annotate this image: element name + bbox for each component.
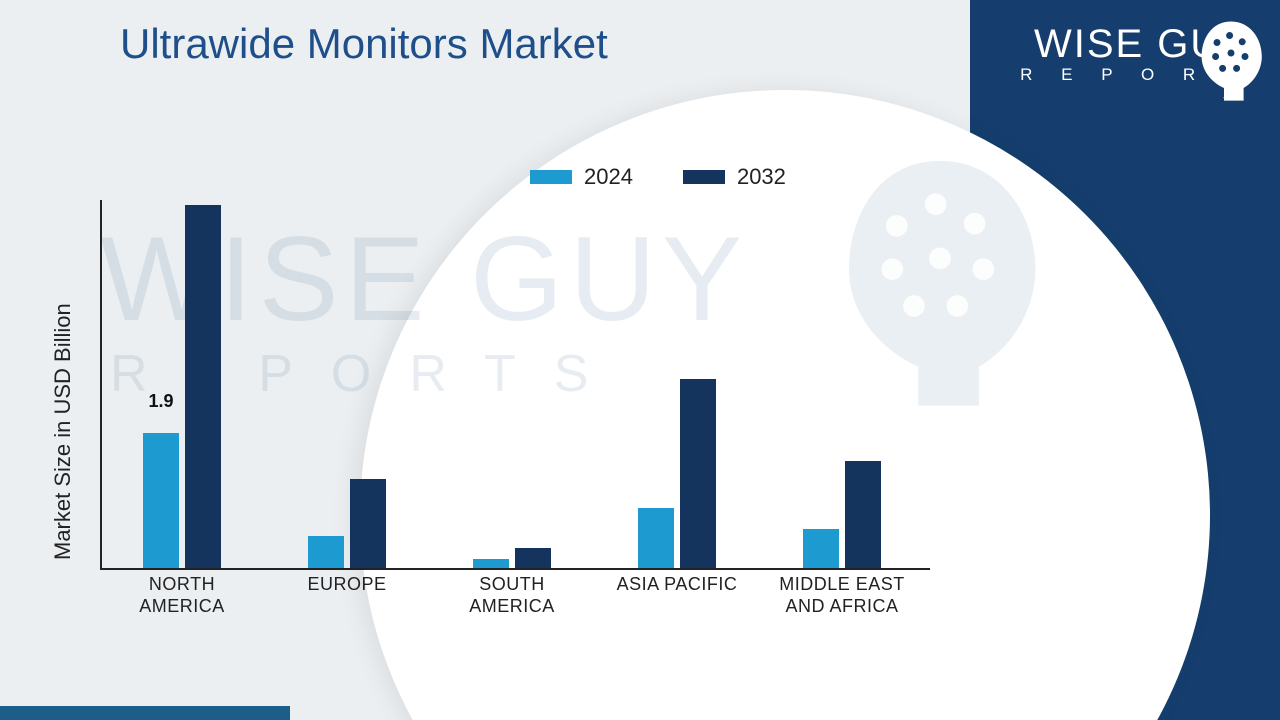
legend-swatch-2024 [530,170,572,184]
bar-value-2024-na: 1.9 [148,391,173,412]
bar-2032-sa [515,548,551,568]
bar-2032-na [185,205,221,568]
bar-2024-na [143,433,179,568]
bar-2032-mea [845,461,881,568]
bar-2024-mea [803,529,839,568]
bar-2024-eu [308,536,344,568]
legend: 2024 2032 [530,164,786,190]
legend-item-2032: 2032 [683,164,786,190]
bar-2032-apac [680,379,716,568]
category-label-apac: ASIA PACIFIC [607,568,747,596]
stage: WISE GUY REPORTS Ultrawide Monitors Mark… [0,0,1280,720]
category-label-mea: MIDDLE EAST AND AFRICA [772,568,912,617]
brand-head-icon [1196,18,1266,102]
legend-label-2032: 2032 [737,164,786,190]
footer-accent-bar [0,706,290,720]
chart-title: Ultrawide Monitors Market [120,20,608,68]
y-axis-label: Market Size in USD Billion [50,303,76,560]
content-area: WISE GUY REPORTS Ultrawide Monitors Mark… [0,0,970,720]
category-label-na: NORTH AMERICA [112,568,252,617]
bar-2032-eu [350,479,386,568]
legend-swatch-2032 [683,170,725,184]
bar-2024-sa [473,559,509,568]
chart-plot-area: 1.9NORTH AMERICAEUROPESOUTH AMERICAASIA … [100,200,930,570]
legend-label-2024: 2024 [584,164,633,190]
category-label-eu: EUROPE [277,568,417,596]
legend-item-2024: 2024 [530,164,633,190]
bar-2024-apac [638,508,674,568]
category-label-sa: SOUTH AMERICA [442,568,582,617]
